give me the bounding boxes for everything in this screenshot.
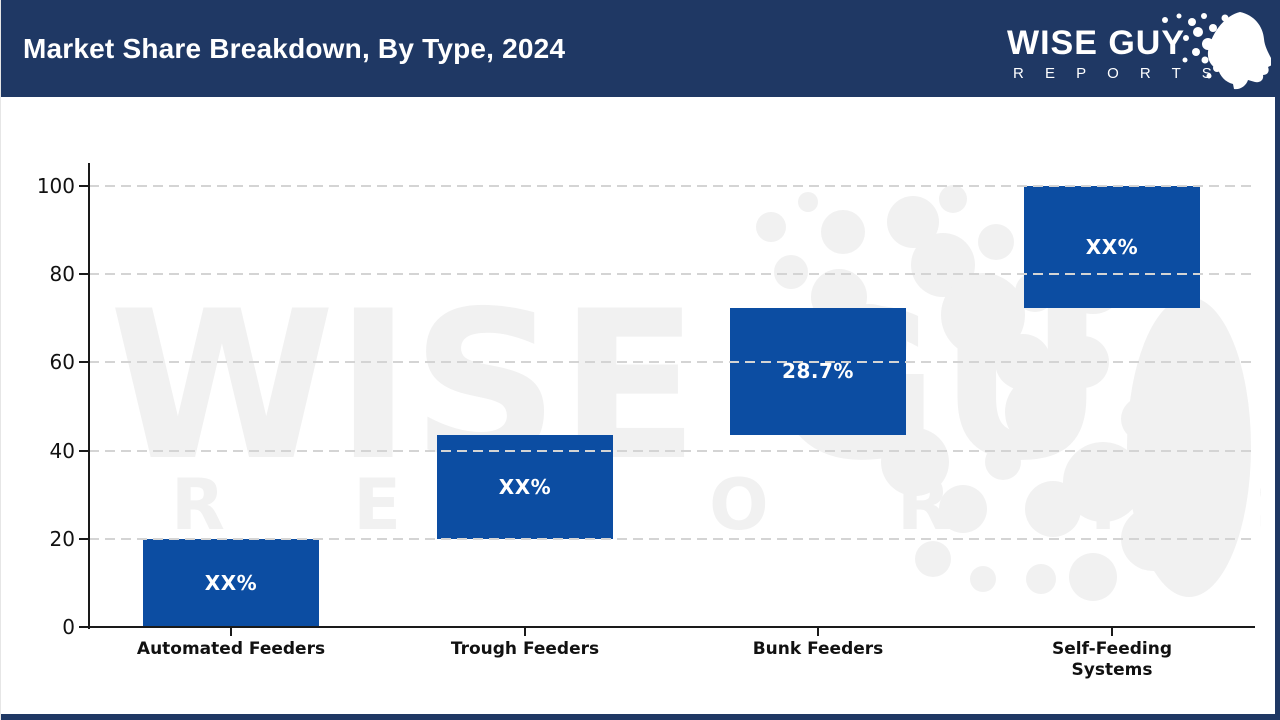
y-tick-mark-0 [79, 626, 88, 628]
y-tick-mark-60 [79, 361, 88, 364]
y-tick-mark-100 [79, 185, 88, 187]
x-category-label-bunk-feeders: Bunk Feeders [752, 639, 884, 659]
wise-guy-logo-graphic: WISE GUY R E P O R T S [1007, 12, 1274, 90]
y-tick-mark-20 [79, 537, 88, 540]
logo-text-top: WISE GUY [1007, 24, 1185, 62]
y-tick-label-80: 80 [49, 262, 75, 287]
x-category-label-automated-feeders: Automated Feeders [136, 639, 326, 659]
bar-value-label-trough-feeders: XX% [498, 474, 552, 499]
brand-logo: WISE GUY R E P O R T S [999, 8, 1274, 90]
y-tick-label-40: 40 [49, 438, 75, 463]
x-category-label-self-feeding-systems: Self-Feeding Systems [1051, 639, 1172, 681]
gridline-60 [89, 361, 1254, 364]
gridline-40 [89, 449, 1254, 452]
x-tick-mark-self-feeding-systems [1111, 628, 1113, 636]
y-tick-label-20: 20 [49, 526, 75, 551]
x-category-label-trough-feeders: Trough Feeders [450, 639, 600, 659]
x-tick-mark-trough-feeders [524, 628, 526, 636]
bar-trough-feeders: XX% [437, 434, 613, 539]
y-tick-label-0: 0 [62, 615, 75, 639]
bar-value-label-automated-feeders: XX% [204, 570, 258, 595]
y-tick-mark-80 [79, 273, 88, 276]
bar-value-label-self-feeding-systems: XX% [1085, 235, 1139, 260]
x-tick-mark-automated-feeders [230, 628, 232, 636]
chart-title: Market Share Breakdown, By Type, 2024 [23, 32, 566, 64]
gridline-80 [89, 273, 1254, 276]
logo-text-bottom: R E P O R T S [1013, 65, 1220, 82]
y-tick-mark-40 [79, 449, 88, 452]
bar-self-feeding-systems: XX% [1024, 186, 1200, 309]
y-tick-label-100: 100 [36, 174, 75, 198]
right-edge-strip [1275, 0, 1280, 720]
y-tick-label-60: 60 [49, 350, 75, 375]
chart-plot-area: WISE GU R E P O R T S [1, 97, 1276, 714]
watermark-text-bottom: R E P O R T S [171, 464, 1261, 546]
bar-automated-feeders: XX% [143, 538, 319, 627]
header-bar: Market Share Breakdown, By Type, 2024 WI… [1, 0, 1280, 97]
x-axis-spine [87, 626, 1255, 628]
x-tick-mark-bunk-feeders [817, 628, 819, 636]
gridline-100 [89, 185, 1254, 187]
logo-face-dots-icon [1162, 12, 1274, 90]
y-axis-spine [88, 163, 90, 629]
gridline-20 [89, 537, 1254, 540]
bottom-edge-strip [1, 714, 1280, 720]
bar-bunk-feeders: 28.7% [730, 308, 906, 435]
